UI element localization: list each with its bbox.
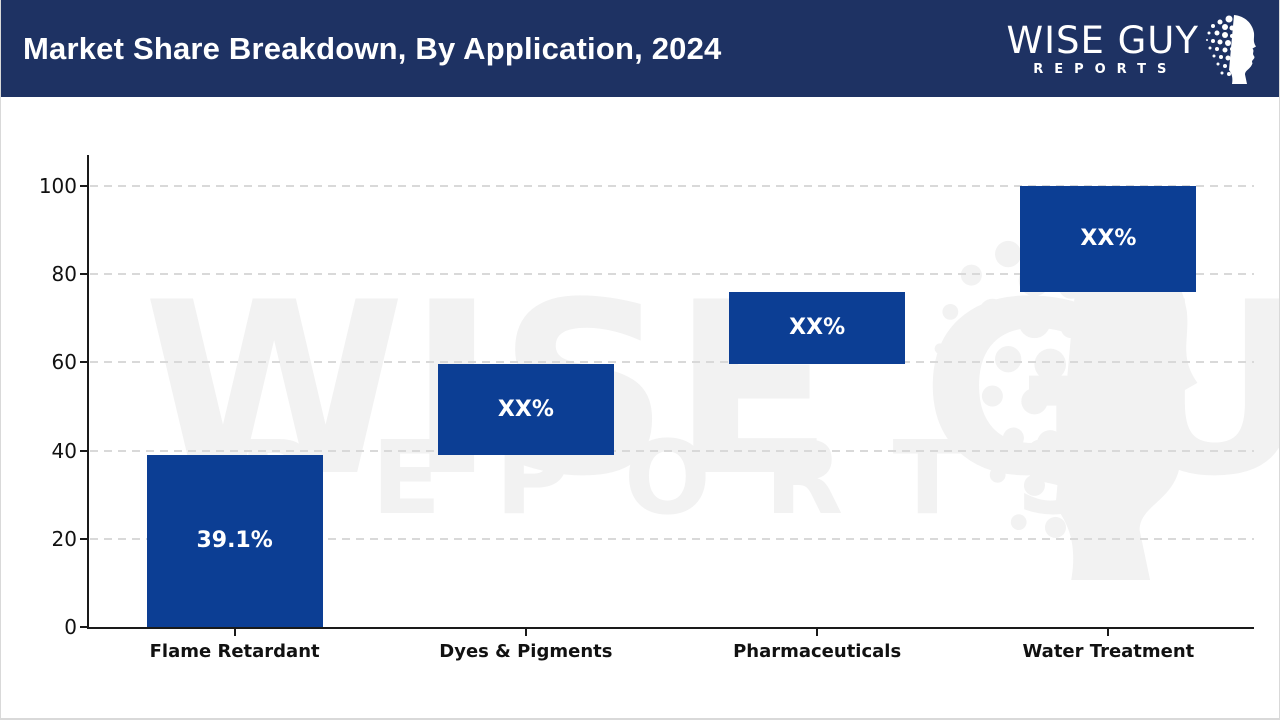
wise-guy-logo: WISE GUY REPORTS xyxy=(1007,11,1259,87)
x-axis xyxy=(87,627,1254,629)
y-axis-tick-0 xyxy=(80,626,88,628)
y-tick-label: 100 xyxy=(38,174,77,198)
logo-text: WISE GUY REPORTS xyxy=(1007,22,1199,76)
x-axis-tick-2 xyxy=(816,629,819,636)
y-tick-label: 60 xyxy=(51,350,77,375)
watermark-text-line2: REPORTS xyxy=(239,419,1144,538)
y-axis-tick-20 xyxy=(80,537,88,540)
y-axis-tick-40 xyxy=(80,449,88,452)
x-axis-tick-0 xyxy=(233,629,236,636)
bar-flame-retardant: 39.1% xyxy=(146,454,323,627)
bar-pharmaceuticals: XX% xyxy=(729,291,906,365)
bar-value-label: XX% xyxy=(497,396,554,422)
y-axis-tick-80 xyxy=(80,273,88,276)
bar-value-label: 39.1% xyxy=(196,528,273,554)
y-axis-tick-100 xyxy=(80,185,88,187)
head-dots-icon xyxy=(1203,11,1259,87)
category-label: Dyes & Pigments xyxy=(439,641,613,662)
y-tick-label: 0 xyxy=(64,615,77,639)
page-title: Market Share Breakdown, By Application, … xyxy=(23,30,722,66)
bar-value-label: XX% xyxy=(789,315,846,341)
logo-line1: WISE GUY xyxy=(1006,18,1199,62)
x-axis-tick-3 xyxy=(1107,629,1110,636)
category-label: Pharmaceuticals xyxy=(733,641,902,662)
gridline-20 xyxy=(90,537,1254,540)
bar-value-label: XX% xyxy=(1080,226,1137,252)
x-axis-tick-1 xyxy=(524,629,527,636)
bar-dyes-pigments: XX% xyxy=(437,364,614,455)
bar-water-treatment: XX% xyxy=(1020,186,1197,292)
gridline-40 xyxy=(90,449,1254,452)
y-axis xyxy=(87,155,89,629)
y-tick-label: 40 xyxy=(51,438,77,463)
gridline-100 xyxy=(90,185,1254,187)
y-axis-tick-60 xyxy=(80,361,88,364)
category-label: Water Treatment xyxy=(1022,641,1195,662)
header: Market Share Breakdown, By Application, … xyxy=(1,0,1279,97)
y-tick-label: 20 xyxy=(51,526,77,551)
logo-line2: REPORTS xyxy=(1033,61,1178,77)
gridline-80 xyxy=(90,273,1254,276)
category-label: Flame Retardant xyxy=(149,641,320,662)
y-tick-label: 80 xyxy=(51,262,77,287)
gridline-60 xyxy=(90,361,1254,364)
